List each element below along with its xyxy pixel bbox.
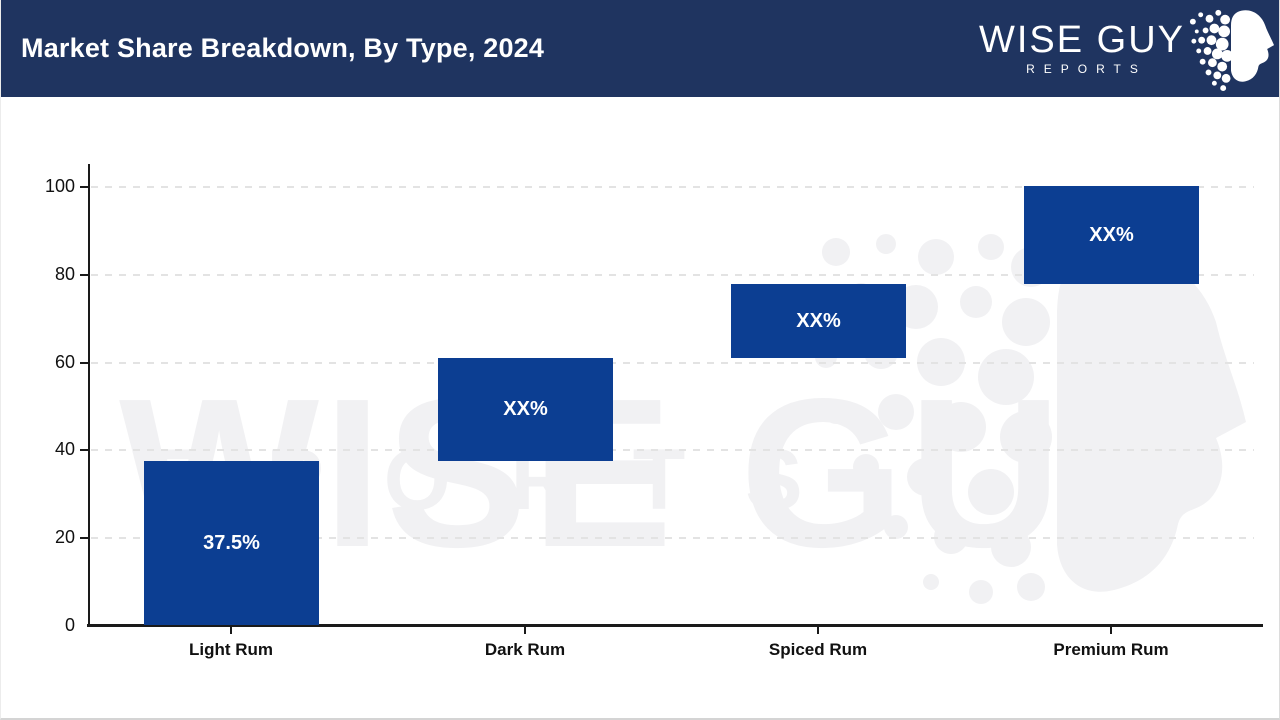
bar-value-label: XX% <box>503 398 548 420</box>
gridline-100 <box>91 186 1254 188</box>
chart-canvas: WISE GUY EPORTS <box>1 97 1279 718</box>
y-tick-100 <box>80 186 89 188</box>
bar-spiced-rum: XX% <box>731 284 906 358</box>
header-band: Market Share Breakdown, By Type, 2024 WI… <box>1 0 1279 97</box>
x-axis-line <box>87 624 1263 627</box>
x-tick-premium-rum <box>1110 627 1112 634</box>
gridline-80 <box>91 274 1254 276</box>
x-category-label: Light Rum <box>188 640 274 659</box>
brand-head-icon <box>1189 9 1275 91</box>
bar-value-label: XX% <box>1089 223 1134 246</box>
y-tick-label-40: 40 <box>54 439 75 459</box>
x-category-label: Dark Rum <box>484 640 566 659</box>
bar-value-label: 37.5% <box>203 531 260 554</box>
y-tick-80 <box>80 274 89 276</box>
x-tick-dark-rum <box>524 627 526 634</box>
brand-logo-text: WISE GUY REPORTS <box>979 21 1185 76</box>
brand-subtitle: REPORTS <box>1026 62 1147 76</box>
brand-name: WISE GUY <box>978 19 1185 61</box>
y-tick-label-80: 80 <box>54 264 75 284</box>
y-tick-label-0: 0 <box>64 615 75 635</box>
y-axis-line <box>88 164 90 625</box>
bar-dark-rum: XX% <box>438 358 613 461</box>
y-tick-label-100: 100 <box>44 176 75 196</box>
bar-premium-rum: XX% <box>1024 186 1199 284</box>
gridline-20 <box>91 537 1254 539</box>
gridline-40 <box>91 449 1254 451</box>
x-category-label: Premium Rum <box>1053 640 1169 659</box>
x-category-label: Spiced Rum <box>768 640 868 659</box>
brand-logo: WISE GUY REPORTS <box>979 4 1275 94</box>
y-tick-20 <box>80 537 89 539</box>
y-tick-60 <box>80 362 89 364</box>
x-tick-light-rum <box>230 627 232 634</box>
x-tick-spiced-rum <box>817 627 819 634</box>
y-tick-label-60: 60 <box>54 352 75 372</box>
bar-value-label: XX% <box>796 309 841 332</box>
page-title: Market Share Breakdown, By Type, 2024 <box>21 33 545 63</box>
y-tick-label-20: 20 <box>54 527 75 547</box>
y-tick-40 <box>80 449 89 451</box>
gridline-60 <box>91 362 1254 364</box>
bar-light-rum: 37.5% <box>144 461 319 625</box>
